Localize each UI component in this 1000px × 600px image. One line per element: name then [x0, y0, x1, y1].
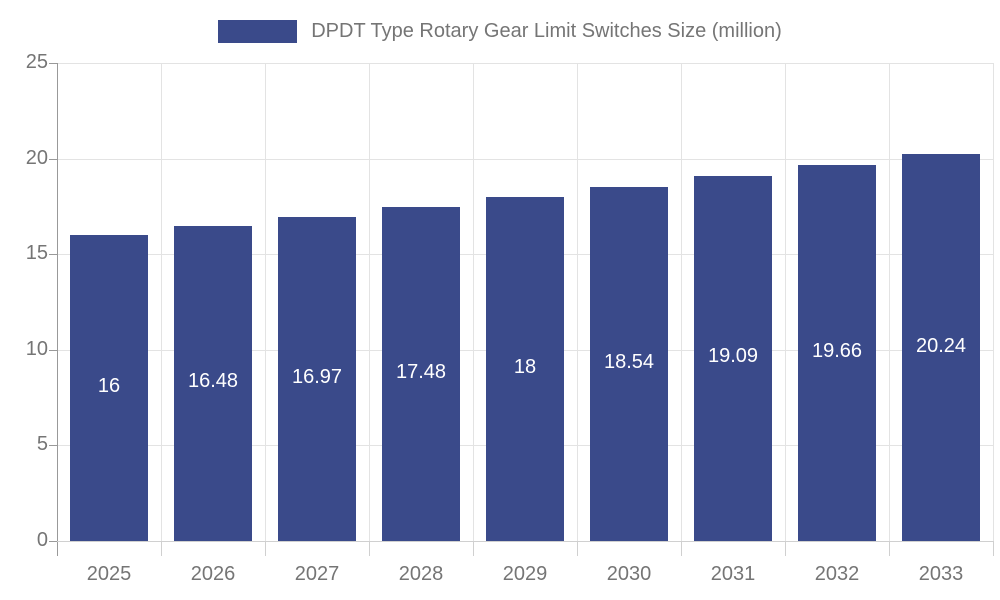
x-tick-mark [577, 541, 578, 556]
bar-value-label: 19.09 [707, 345, 759, 368]
v-gridline [161, 63, 162, 541]
v-gridline [265, 63, 266, 541]
y-tick-mark [49, 445, 57, 447]
x-tick-label: 2029 [502, 563, 548, 585]
y-tick-mark [49, 349, 57, 351]
y-tick-label: 10 [25, 337, 48, 360]
legend-label chart-title[interactable]: DPDT Type Rotary Gear Limit Switches Siz… [311, 20, 782, 42]
x-tick-label: 2028 [398, 563, 444, 585]
y-tick-label: 5 [36, 433, 48, 456]
bar-value-label: 18 [513, 355, 537, 378]
y-tick-label: 20 [25, 146, 48, 169]
y-tick-mark [49, 158, 57, 160]
y-tick-label: 15 [25, 242, 48, 265]
x-tick-label: 2027 [294, 563, 340, 585]
x-tick-mark [889, 541, 890, 556]
bar [590, 186, 668, 541]
bar [902, 154, 980, 541]
x-tick-label: 2031 [710, 563, 756, 585]
y-tick-mark [49, 254, 57, 256]
bar [174, 225, 252, 541]
x-tick-label: 2025 [86, 563, 132, 585]
y-tick-mark [49, 541, 57, 542]
x-tick-label: 2030 [606, 563, 652, 585]
x-tick-mark [785, 541, 786, 556]
y-tick-label: 0 [36, 529, 48, 551]
bar [278, 216, 356, 541]
chart-legend[interactable]: DPDT Type Rotary Gear Limit Switches Siz… [0, 18, 1000, 44]
y-tick-mark [49, 63, 57, 64]
v-gridline [577, 63, 578, 541]
h-gridline [57, 158, 993, 160]
x-tick-mark [161, 541, 162, 556]
y-axis-line [57, 63, 58, 556]
x-tick-mark [265, 541, 266, 556]
v-gridline [993, 63, 994, 541]
bar [486, 196, 564, 541]
legend-swatch[interactable] [218, 19, 298, 43]
v-gridline [681, 63, 682, 541]
v-gridline [785, 63, 786, 541]
x-tick-mark [681, 541, 682, 556]
x-tick-mark [369, 541, 370, 556]
x-tick-mark [473, 541, 474, 556]
x-tick-label: 2026 [190, 563, 236, 585]
bar-value-label: 20.24 [915, 334, 967, 357]
bar-value-label: 16.48 [187, 370, 239, 393]
v-gridline [473, 63, 474, 541]
v-gridline [369, 63, 370, 541]
x-tick-label: 2032 [814, 563, 860, 585]
x-tick-label: 2033 [918, 563, 964, 585]
bar-value-label: 18.54 [603, 350, 655, 373]
bar-value-label: 16 [97, 375, 121, 398]
bar [694, 175, 772, 541]
bar-value-label: 16.97 [291, 365, 343, 388]
bar-value-label: 17.48 [395, 360, 447, 383]
bar [382, 206, 460, 541]
bar-value-label: 19.66 [811, 340, 863, 363]
bar [798, 165, 876, 541]
v-gridline [889, 63, 890, 541]
x-tick-mark [993, 541, 994, 556]
x-axis-baseline [57, 541, 993, 542]
y-tick-label: 25 [25, 51, 48, 73]
h-gridline [57, 63, 993, 64]
bar [70, 235, 148, 541]
